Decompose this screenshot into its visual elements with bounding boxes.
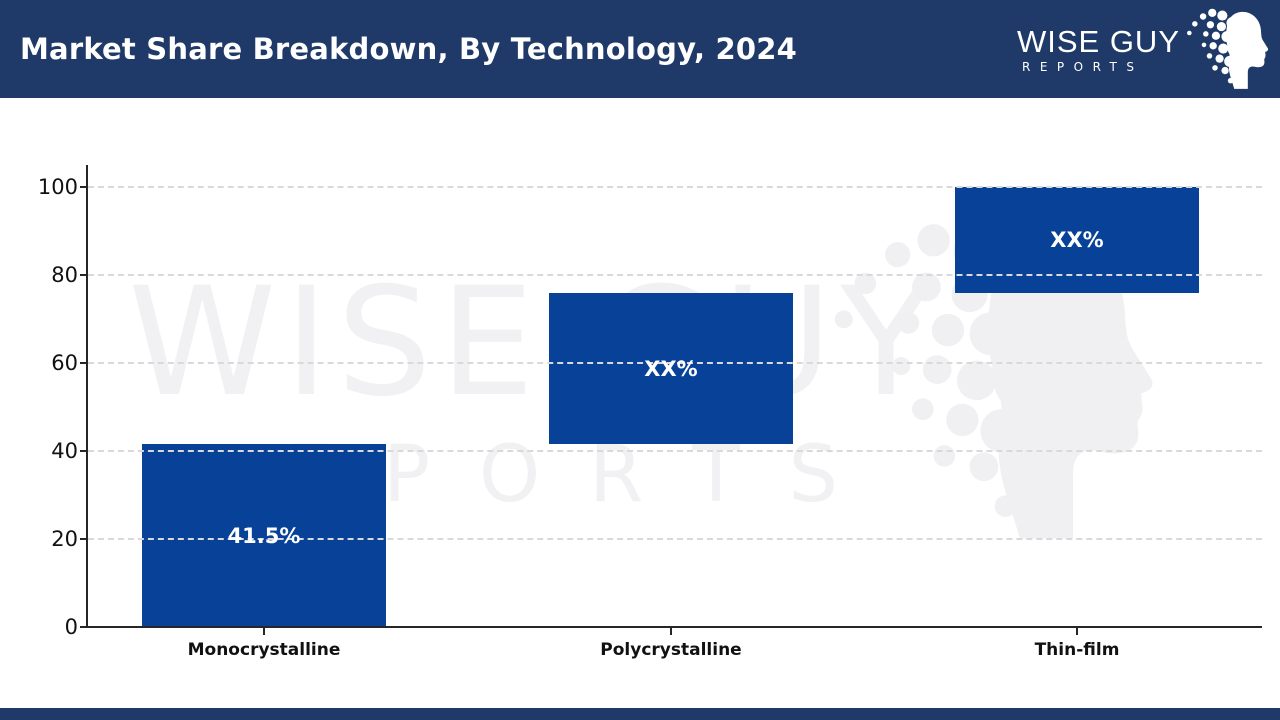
x-category-label: Monocrystalline [187, 640, 341, 660]
gridline-80 [88, 274, 1262, 276]
x-tick-mark [263, 628, 265, 635]
brand-logo: WISE GUY REPORTS [1017, 8, 1270, 91]
logo-head-icon [1187, 8, 1269, 89]
y-tick-mark [80, 186, 88, 188]
watermark-head-icon [834, 224, 1153, 539]
x-category-label: Polycrystalline [600, 640, 742, 660]
y-tick-mark [80, 538, 88, 540]
y-tick-label: 40 [51, 439, 78, 463]
header-bar: Market Share Breakdown, By Technology, 2… [0, 0, 1280, 98]
watermark-wordmark: WISE GUY [128, 256, 940, 430]
bar-value-label: 41.5% [227, 523, 301, 548]
y-tick-mark [80, 450, 88, 452]
x-category-label: Thin-film [1034, 640, 1120, 660]
bar-polycrystalline [549, 292, 793, 445]
brand-logo-text: WISE GUY REPORTS [1017, 26, 1180, 73]
y-tick-label: 80 [51, 263, 78, 287]
gridline-60 [88, 362, 1262, 364]
axis-spine-bottom [86, 626, 1262, 628]
bar-value-label: XX% [644, 356, 698, 381]
bar-value-label: XX% [1050, 227, 1104, 252]
y-tick-label: 100 [37, 175, 78, 199]
y-tick-label: 60 [51, 351, 78, 375]
gridline-20 [88, 538, 1262, 540]
x-tick-mark [670, 628, 672, 635]
y-tick-mark [80, 362, 88, 364]
y-tick-mark [80, 626, 88, 628]
brand-reports-text: REPORTS [1021, 59, 1144, 74]
gridline-100 [88, 186, 1262, 188]
footer-bar [0, 708, 1280, 720]
x-tick-mark [1076, 628, 1078, 635]
y-tick-label: 20 [51, 527, 78, 551]
page-title: Market Share Breakdown, By Technology, 2… [20, 32, 798, 66]
y-tick-mark [80, 274, 88, 276]
axis-spine-left [86, 165, 88, 627]
gridline-40 [88, 450, 1262, 452]
brand-wordmark: WISE GUY [1016, 23, 1180, 59]
bar-monocrystalline [142, 444, 386, 627]
y-tick-label: 0 [64, 615, 78, 639]
